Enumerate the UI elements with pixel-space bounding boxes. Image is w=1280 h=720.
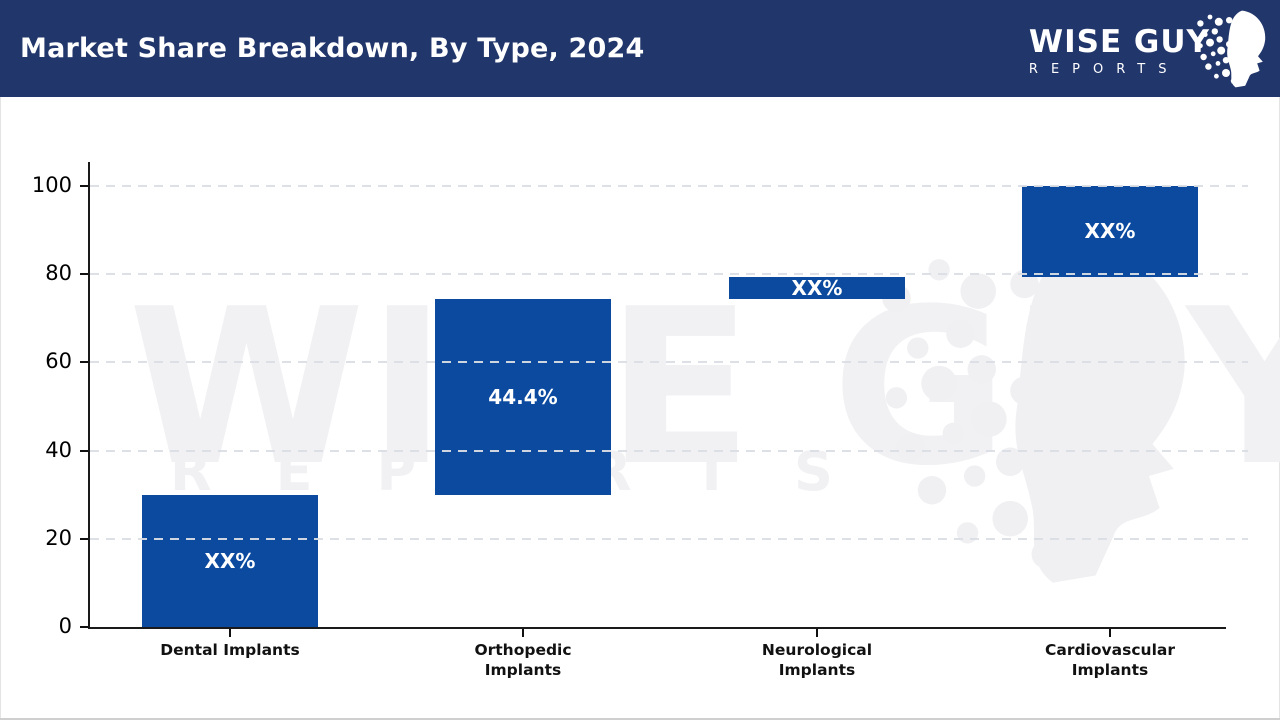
y-tick-label: 0 [58,614,72,638]
y-tick-label: 20 [45,525,72,550]
brand-subtitle: REPORTS [1028,62,1180,77]
x-category-label: Orthopedic Implants [413,640,633,680]
y-tick [80,449,88,452]
x-tick [229,629,231,637]
x-axis-line [88,627,1226,629]
gridline [90,361,1248,364]
x-category-label-line: Orthopedic [474,641,572,659]
y-tick-label: 80 [45,261,72,286]
y-tick [80,361,88,364]
x-tick [816,629,818,637]
y-axis-line [88,162,90,629]
gridline [90,273,1248,276]
y-tick [80,626,88,628]
bar-value-label: XX% [204,548,256,573]
header-bar: Market Share Breakdown, By Type, 2024 WI… [0,0,1280,97]
brand-logo: WISE GUY REPORTS [1029,6,1266,94]
y-tick-label: 60 [45,349,72,374]
bar: 44.4% [435,298,611,495]
x-category-label: Cardiovascular Implants [1000,640,1220,680]
bar-value-label: 44.4% [488,384,558,409]
x-category-label-line: Cardiovascular [1045,641,1175,659]
bar-value-label: XX% [1084,219,1136,244]
bar: XX% [1022,186,1198,277]
brand-name: WISE GUY [1028,24,1210,60]
y-tick [80,273,88,276]
watermark-face-icon [882,241,1185,583]
y-tick-label: 40 [45,437,72,462]
x-tick [1109,629,1111,637]
y-tick-label: 100 [31,173,72,197]
bar: XX% [729,275,905,300]
brand-face-icon [1197,10,1266,88]
y-tick [80,537,88,540]
x-category-label: Dental Implants [120,640,340,660]
page-title: Market Share Breakdown, By Type, 2024 [20,33,645,64]
x-category-label: Neurological Implants [707,640,927,680]
x-category-label-line: Implants [778,661,856,679]
bar: XX% [142,494,318,627]
gridline [90,537,1248,540]
x-tick [522,629,524,637]
x-category-label-line: Implants [484,661,562,679]
bar-value-label: XX% [791,275,843,300]
x-category-label-line: Neurological [761,641,873,659]
x-category-label-line: Implants [1071,661,1149,679]
gridline [90,185,1248,187]
gridline [90,449,1248,452]
x-category-label-line: Dental Implants [160,641,300,659]
y-tick [80,185,88,187]
